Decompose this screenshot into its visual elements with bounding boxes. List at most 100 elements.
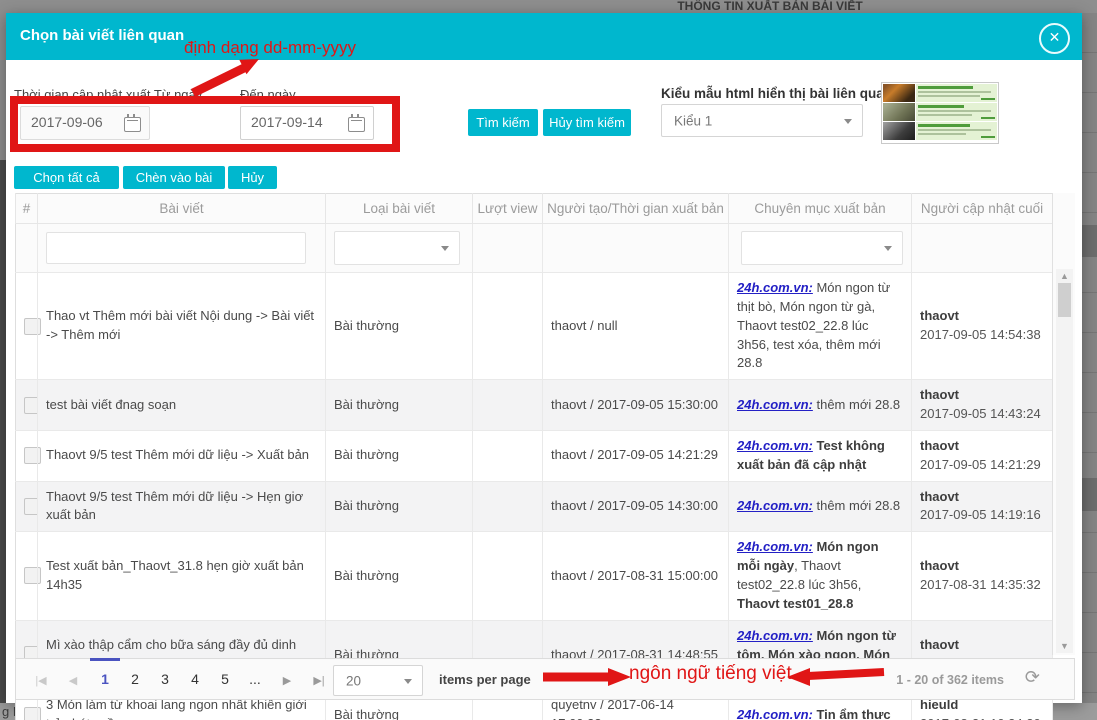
category-source-link[interactable]: 24h.com.vn:: [737, 396, 813, 412]
page-number[interactable]: 1: [101, 671, 109, 687]
background-row-band: [1082, 478, 1097, 511]
article-category: 24h.com.vn: thêm mới 28.8: [728, 379, 912, 431]
page-number[interactable]: 2: [131, 671, 139, 687]
category-source-link[interactable]: 24h.com.vn:: [737, 627, 813, 643]
article-last-updater: thaovt 2017-09-05 14:19:16: [911, 481, 1053, 533]
article-title: Thao vt Thêm mới bài viết Nội dung -> Bà…: [37, 272, 326, 381]
background-page-header: THÔNG TIN XUẤT BẢN BÀI VIẾT: [0, 0, 1097, 13]
table-row: test bài viết đnag soạn Bài thường thaov…: [15, 379, 1053, 431]
vertical-scrollbar[interactable]: ▲ ▼: [1056, 269, 1073, 653]
col-header-index[interactable]: #: [15, 193, 38, 224]
category-source-link[interactable]: 24h.com.vn:: [737, 280, 813, 295]
date-to-label: Đến ngày: [240, 87, 296, 102]
filter-row: [15, 223, 1053, 273]
article-category: 24h.com.vn: Món ngon mỗi ngày, Thaovt te…: [728, 531, 912, 621]
col-header-article[interactable]: Bài viết: [37, 193, 326, 224]
article-title: Test xuất bản_Thaovt_31.8 hẹn giờ xuất b…: [37, 531, 326, 621]
article-views: [472, 379, 543, 431]
calendar-icon[interactable]: [124, 114, 141, 132]
background-row-band: [1082, 225, 1097, 257]
current-page-indicator: [90, 658, 120, 661]
last-page-icon[interactable]: ▶|: [313, 675, 325, 687]
insert-into-article-button[interactable]: Chèn vào bài: [123, 166, 225, 189]
chevron-down-icon: [844, 118, 852, 124]
pager-info: 1 - 20 of 362 items: [896, 673, 1004, 687]
next-page-icon[interactable]: ▶: [282, 675, 292, 687]
background-page-right-strip: [1082, 13, 1097, 703]
template-style-value: Kiểu 1: [674, 113, 713, 128]
page-number[interactable]: 3: [161, 671, 169, 687]
date-from-field: [20, 106, 150, 140]
table-row: Test xuất bản_Thaovt_31.8 hẹn giờ xuất b…: [15, 531, 1053, 621]
items-per-page-label: items per page: [439, 672, 531, 687]
table-scrollbar-column: ▲ ▼: [1052, 193, 1075, 655]
article-creator: thaovt / 2017-09-05 14:30:00: [542, 481, 729, 533]
article-last-updater: thaovt 2017-08-31 14:35:32: [911, 531, 1053, 621]
page-number[interactable]: 5: [221, 671, 229, 687]
article-last-updater: thaovt 2017-09-05 14:43:24: [911, 379, 1053, 431]
template-style-label: Kiểu mẫu html hiển thị bài liên quan: [661, 86, 893, 101]
table-row: Thaovt 9/5 test Thêm mới dữ liệu -> Xuất…: [15, 430, 1053, 482]
page-size-select[interactable]: 20: [333, 665, 423, 696]
article-type: Bài thường: [325, 379, 473, 431]
scroll-up-icon[interactable]: ▲: [1060, 271, 1069, 281]
article-type: Bài thường: [325, 531, 473, 621]
pager: |◀ ◀ 1 2 3 4 5 ... ▶ ▶| 20 items per pag…: [15, 658, 1075, 700]
date-to-input[interactable]: [241, 107, 353, 137]
col-header-views[interactable]: Lượt view: [472, 193, 543, 224]
article-category: 24h.com.vn: Test không xuất bản đã cập n…: [728, 430, 912, 482]
col-header-last-updater[interactable]: Người cập nhật cuối: [911, 193, 1053, 224]
search-button[interactable]: Tìm kiếm: [468, 109, 538, 136]
scroll-down-icon[interactable]: ▼: [1060, 641, 1069, 651]
article-last-updater: thaovt 2017-09-05 14:54:38: [911, 272, 1053, 381]
close-icon[interactable]: ✕: [1039, 23, 1070, 54]
article-type: Bài thường: [325, 430, 473, 482]
type-filter-dropdown[interactable]: [334, 231, 460, 265]
article-views: [472, 531, 543, 621]
template-style-select[interactable]: Kiểu 1: [661, 104, 863, 137]
select-all-button[interactable]: Chọn tất cả: [14, 166, 119, 189]
table-row: Thao vt Thêm mới bài viết Nội dung -> Bà…: [15, 272, 1053, 381]
article-category: 24h.com.vn: Món ngon từ thịt bò, Món ngo…: [728, 272, 912, 381]
first-page-icon[interactable]: |◀: [35, 675, 47, 687]
chevron-down-icon: [884, 246, 892, 251]
article-filter-input[interactable]: [46, 232, 307, 264]
article-creator: thaovt / 2017-09-05 14:21:29: [542, 430, 729, 482]
article-views: [472, 430, 543, 482]
modal-title: Chọn bài viết liên quan: [20, 27, 185, 44]
date-from-input[interactable]: [21, 107, 129, 137]
col-header-category[interactable]: Chuyên mục xuất bản: [728, 193, 912, 224]
page-more[interactable]: ...: [249, 671, 261, 687]
col-header-type[interactable]: Loại bài viết: [325, 193, 473, 224]
cancel-button[interactable]: Hủy: [228, 166, 277, 189]
cancel-search-button[interactable]: Hủy tìm kiếm: [543, 109, 631, 136]
article-views: [472, 481, 543, 533]
background-page-title: THÔNG TIN XUẤT BẢN BÀI VIẾT: [677, 0, 863, 13]
chevron-down-icon: [441, 246, 449, 251]
article-last-updater: thaovt 2017-09-05 14:21:29: [911, 430, 1053, 482]
category-source-link[interactable]: 24h.com.vn:: [737, 498, 813, 514]
template-preview-thumbnail: [881, 82, 999, 144]
col-header-creator[interactable]: Người tạo/Thời gian xuất bản: [542, 193, 729, 224]
article-type: Bài thường: [325, 481, 473, 533]
related-articles-modal: Chọn bài viết liên quan ✕ Thời gian cập …: [6, 13, 1082, 720]
refresh-icon[interactable]: ⟳: [1024, 667, 1040, 687]
page-number[interactable]: 4: [191, 671, 199, 687]
scrollbar-thumb[interactable]: [1058, 283, 1071, 317]
calendar-icon[interactable]: [348, 114, 365, 132]
date-from-label: Thời gian cập nhật xuất Từ ngày: [14, 87, 203, 102]
previous-page-icon[interactable]: ◀: [68, 675, 78, 687]
article-category: 24h.com.vn: thêm mới 28.8: [728, 481, 912, 533]
chevron-down-icon: [404, 678, 412, 684]
table-row: Thaovt 9/5 test Thêm mới dữ liệu -> Hẹn …: [15, 481, 1053, 533]
category-source-link[interactable]: 24h.com.vn:: [737, 539, 813, 555]
category-source-link[interactable]: 24h.com.vn:: [737, 706, 813, 720]
page-size-value: 20: [346, 673, 362, 688]
article-type: Bài thường: [325, 272, 473, 381]
category-filter-dropdown[interactable]: [741, 231, 903, 265]
category-source-link[interactable]: 24h.com.vn:: [737, 437, 813, 453]
article-creator: thaovt / null: [542, 272, 729, 381]
background-page-left-strip: [0, 160, 6, 703]
article-creator: thaovt / 2017-08-31 15:00:00: [542, 531, 729, 621]
